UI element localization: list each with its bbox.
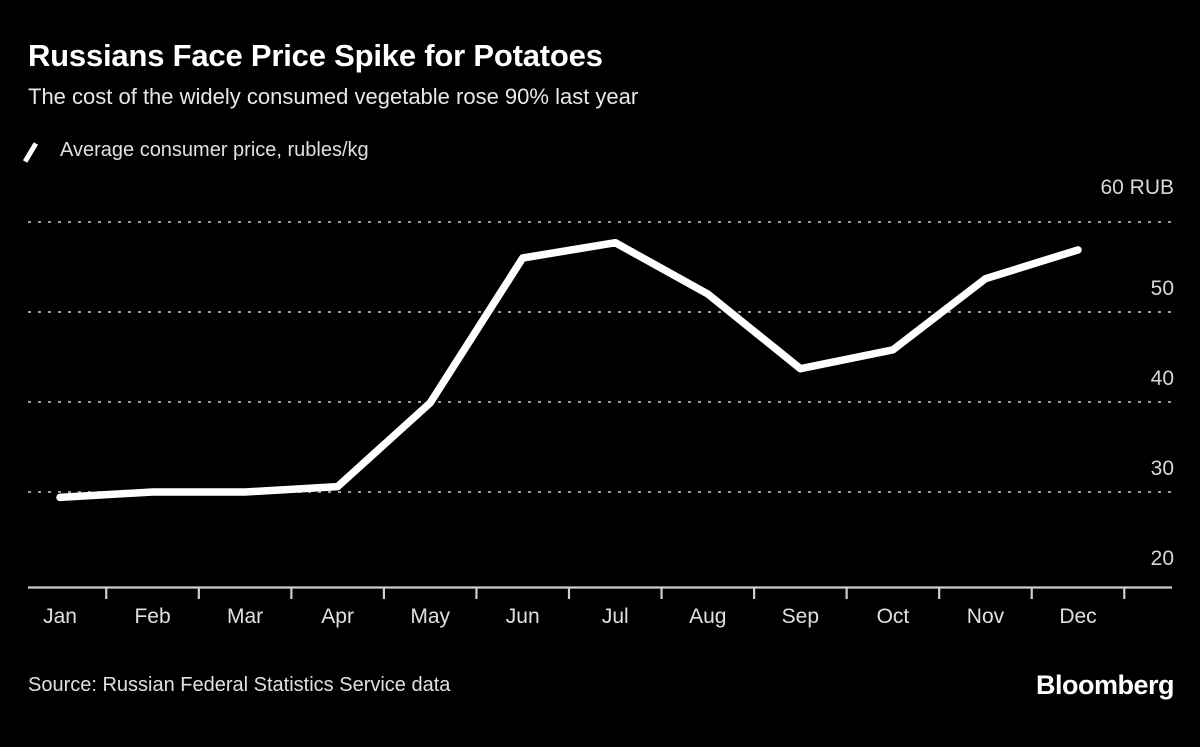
- x-axis-tick-mar: Mar: [226, 605, 264, 628]
- x-axis-tick-jul: Jul: [601, 605, 629, 628]
- y-axis-tick-50: 50: [1150, 277, 1174, 300]
- x-axis-tick-sep: Sep: [781, 605, 820, 628]
- x-axis-tick-aug: Aug: [689, 605, 727, 628]
- x-axis-tick-feb: Feb: [134, 605, 171, 628]
- x-axis-tick-dec: Dec: [1059, 605, 1097, 628]
- x-axis-ticks: [105, 587, 1126, 599]
- x-axis-tick-jan: Jan: [43, 605, 77, 628]
- y-axis-tick-40: 40: [1150, 367, 1174, 390]
- legend-label: Average consumer price, rubles/kg: [60, 139, 369, 161]
- diagonal-line-icon: [28, 140, 48, 162]
- chart-legend: Average consumer price, rubles/kg: [28, 139, 369, 162]
- x-axis-tick-nov: Nov: [966, 605, 1005, 628]
- source-note: Source: Russian Federal Statistics Servi…: [28, 674, 451, 696]
- price-series-line: [56, 238, 1082, 502]
- page-subtitle: The cost of the widely consumed vegetabl…: [28, 84, 639, 109]
- x-axis-tick-apr: Apr: [321, 605, 354, 628]
- y-axis-tick-30: 30: [1150, 457, 1174, 480]
- x-axis-tick-oct: Oct: [876, 605, 910, 628]
- y-axis-unit-label: 60 RUB: [1100, 176, 1174, 199]
- x-axis-tick-may: May: [410, 605, 451, 628]
- y-axis-tick-20: 20: [1150, 547, 1174, 570]
- page-title: Russians Face Price Spike for Potatoes: [28, 38, 603, 73]
- bloomberg-logo: Bloomberg: [1035, 670, 1175, 700]
- x-axis-tick-jun: Jun: [505, 605, 540, 628]
- gridlines: [28, 221, 1172, 493]
